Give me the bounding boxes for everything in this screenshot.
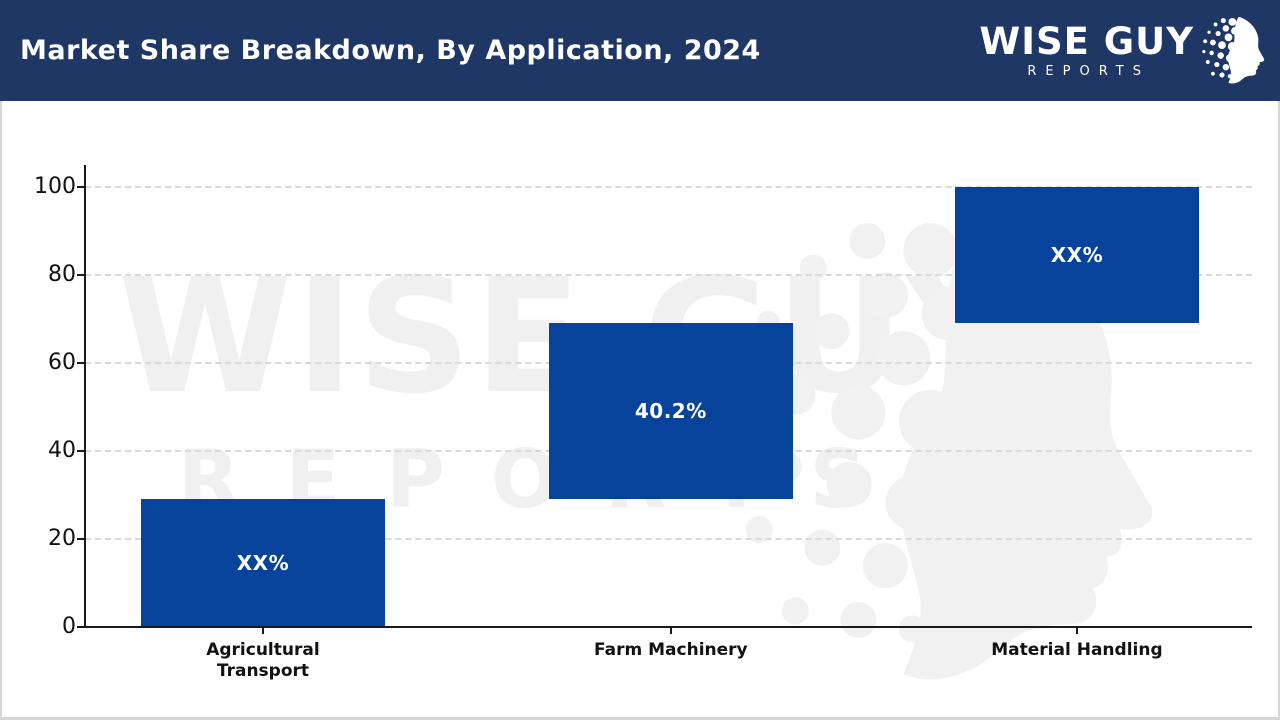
y-tick-mark (77, 538, 85, 540)
x-tick-mark (1075, 627, 1078, 634)
y-tick-mark (77, 626, 85, 628)
x-axis-label-agricultural-transport: Agricultural Transport (206, 640, 320, 682)
y-tick-mark (77, 274, 85, 276)
gridline-y-20 (85, 538, 1252, 540)
bar-material-handling: XX% (954, 187, 1199, 323)
bar-agricultural-transport: XX% (140, 499, 385, 627)
y-tick-mark (77, 362, 85, 364)
bar-value-label: XX% (236, 551, 290, 576)
x-tick-mark (669, 627, 672, 634)
wiseguy-face-icon (1202, 16, 1265, 83)
x-axis-label-farm-machinery: Farm Machinery (594, 640, 748, 660)
x-axis-spine (85, 626, 1252, 628)
x-tick-mark (261, 627, 264, 634)
header-bar: Market Share Breakdown, By Application, … (0, 0, 1280, 101)
gridline-y-80 (85, 274, 1252, 276)
y-axis-tick-label: 80 (48, 262, 76, 287)
page-title: Market Share Breakdown, By Application, … (20, 35, 761, 66)
y-axis-tick-label: 40 (48, 438, 76, 463)
y-axis-tick-label: 100 (34, 174, 76, 199)
x-axis-label-material-handling: Material Handling (991, 640, 1163, 660)
bar-farm-machinery: 40.2% (548, 322, 793, 500)
y-tick-mark (77, 450, 85, 452)
logo-wordmark: WISE GUY (979, 20, 1194, 63)
wiseguy-logo: WISE GUY REPORTS (979, 13, 1280, 89)
y-axis-tick-label: 60 (48, 350, 76, 375)
logo-subtitle: REPORTS (1027, 64, 1150, 79)
y-axis-tick-label: 0 (62, 614, 76, 639)
gridline-y-100 (85, 186, 1252, 188)
y-tick-mark (77, 186, 85, 188)
bar-value-label: 40.2% (634, 398, 707, 423)
y-axis-spine (84, 165, 86, 628)
bar-value-label: XX% (1050, 242, 1104, 267)
y-axis-tick-label: 20 (48, 526, 76, 551)
